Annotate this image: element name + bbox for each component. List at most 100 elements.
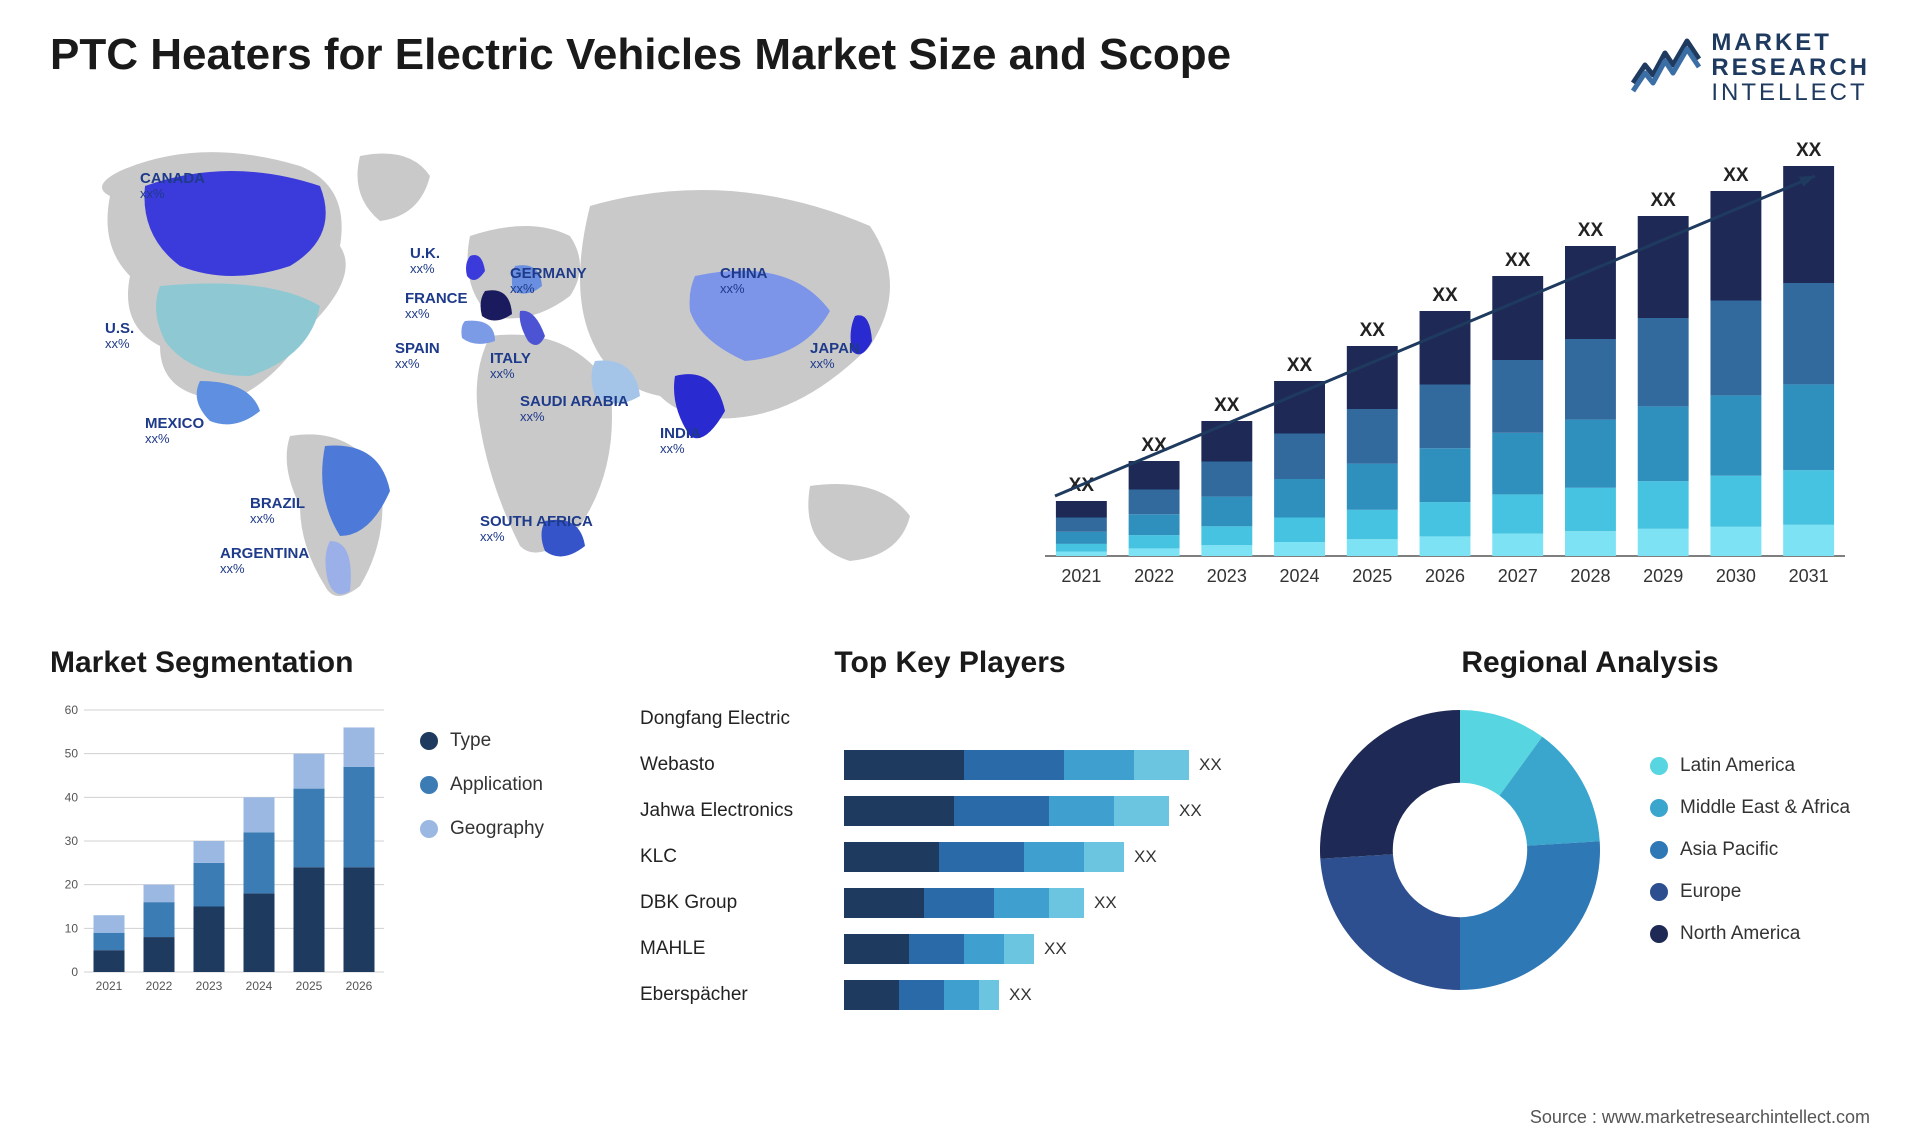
trend-bar-seg [1492, 360, 1543, 433]
header: PTC Heaters for Electric Vehicles Market… [50, 30, 1870, 106]
trend-bar-seg [1565, 419, 1616, 487]
player-row: Eberspächer XX [640, 976, 1260, 1014]
trend-bar-seg [1347, 509, 1398, 538]
trend-bar-seg [1274, 381, 1325, 434]
trend-bar-seg [1710, 475, 1761, 526]
trend-bar-seg [1783, 384, 1834, 470]
map-label-germany: GERMANYxx% [510, 266, 587, 297]
trend-bar-seg [1056, 543, 1107, 551]
trend-bar-seg [1274, 517, 1325, 542]
player-bar [844, 888, 1084, 918]
player-name: MAHLE [640, 938, 830, 960]
svg-text:10: 10 [65, 921, 79, 935]
svg-text:2021: 2021 [1061, 566, 1101, 586]
trend-bar-seg [1638, 318, 1689, 406]
trend-bar-seg [1638, 481, 1689, 529]
legend-label: Type [450, 730, 491, 752]
svg-text:XX: XX [1214, 395, 1240, 416]
player-bar-wrap: XX [844, 796, 1260, 826]
player-bar-seg [944, 980, 979, 1010]
trend-bar-seg [1056, 501, 1107, 518]
player-bar-seg [1024, 842, 1084, 872]
svg-text:2027: 2027 [1498, 566, 1538, 586]
trend-bar-seg [1492, 432, 1543, 494]
legend-dot-icon [1650, 799, 1668, 817]
player-bar-wrap: XX [844, 842, 1260, 872]
logo-line3: INTELLECT [1711, 80, 1870, 105]
player-row: KLCXX [640, 838, 1260, 876]
world-map-panel: CANADAxx%U.S.xx%MEXICOxx%BRAZILxx%ARGENT… [50, 126, 970, 606]
trend-bar-seg [1565, 531, 1616, 556]
seg-bar-seg [94, 950, 125, 972]
svg-text:60: 60 [65, 703, 79, 717]
svg-text:2021: 2021 [96, 979, 123, 993]
player-bar-seg [844, 750, 964, 780]
page-title: PTC Heaters for Electric Vehicles Market… [50, 30, 1231, 80]
bottom-row: Market Segmentation 01020304050602021202… [50, 646, 1870, 1016]
trend-bar-seg [1347, 539, 1398, 556]
trend-bar-seg [1420, 502, 1471, 536]
donut-segment [1320, 710, 1460, 859]
player-row: Dongfang Electric [640, 700, 1260, 738]
player-bar-seg [1134, 750, 1189, 780]
svg-text:2030: 2030 [1716, 566, 1756, 586]
player-bar-seg [844, 980, 899, 1010]
player-bar-seg [954, 796, 1049, 826]
seg-bar-seg [144, 884, 175, 901]
map-label-spain: SPAINxx% [395, 341, 440, 372]
legend-label: Asia Pacific [1680, 839, 1778, 861]
svg-text:2022: 2022 [1134, 566, 1174, 586]
trend-chart: XX2021XX2022XX2023XX2024XX2025XX2026XX20… [1010, 126, 1870, 606]
player-bar [844, 796, 1169, 826]
svg-text:XX: XX [1432, 285, 1458, 306]
svg-text:XX: XX [1505, 250, 1531, 271]
regional-title: Regional Analysis [1310, 646, 1870, 680]
legend-label: Application [450, 774, 543, 796]
player-value: XX [1199, 755, 1222, 775]
trend-bar-seg [1129, 461, 1180, 490]
player-row: DBK GroupXX [640, 884, 1260, 922]
trend-bar-seg [1347, 409, 1398, 464]
trend-bar-seg [1492, 276, 1543, 360]
player-bar-seg [844, 934, 909, 964]
player-name: Eberspächer [640, 984, 830, 1006]
top-row: CANADAxx%U.S.xx%MEXICOxx%BRAZILxx%ARGENT… [50, 126, 1870, 606]
map-label-usa: U.S.xx% [105, 321, 134, 352]
trend-bar-seg [1347, 463, 1398, 509]
regional-legend-item: Europe [1650, 881, 1850, 903]
legend-dot-icon [1650, 757, 1668, 775]
donut-segment [1320, 854, 1460, 990]
svg-text:2025: 2025 [1352, 566, 1392, 586]
seg-bar-seg [294, 867, 325, 972]
player-bar-seg [844, 842, 939, 872]
trend-bar-seg [1201, 526, 1252, 545]
trend-bar-seg [1201, 461, 1252, 496]
player-bar-seg [979, 980, 999, 1010]
legend-dot-icon [1650, 883, 1668, 901]
trend-bar-seg [1129, 514, 1180, 535]
map-label-saudi: SAUDI ARABIAxx% [520, 394, 629, 425]
player-bar [844, 934, 1034, 964]
trend-chart-panel: XX2021XX2022XX2023XX2024XX2025XX2026XX20… [1010, 126, 1870, 606]
trend-bar-seg [1420, 448, 1471, 502]
trend-bar-seg [1274, 433, 1325, 479]
svg-text:2029: 2029 [1643, 566, 1683, 586]
svg-text:XX: XX [1651, 190, 1677, 211]
player-name: DBK Group [640, 892, 830, 914]
svg-text:0: 0 [71, 965, 78, 979]
svg-text:2026: 2026 [1425, 566, 1465, 586]
trend-bar-seg [1056, 531, 1107, 543]
player-value: XX [1009, 985, 1032, 1005]
map-label-japan: JAPANxx% [810, 341, 860, 372]
trend-bar-seg [1783, 283, 1834, 384]
svg-text:40: 40 [65, 790, 79, 804]
map-label-italy: ITALYxx% [490, 351, 531, 382]
logo-line1: MARKET [1711, 30, 1870, 55]
trend-bar-seg [1565, 487, 1616, 530]
map-country-spain [461, 320, 495, 343]
key-players-body: Dongfang ElectricWebastoXXJahwa Electron… [640, 700, 1260, 1014]
player-bar-seg [964, 750, 1064, 780]
svg-text:20: 20 [65, 877, 79, 891]
seg-legend-item: Geography [420, 818, 544, 840]
logo: MARKET RESEARCH INTELLECT [1631, 30, 1870, 106]
